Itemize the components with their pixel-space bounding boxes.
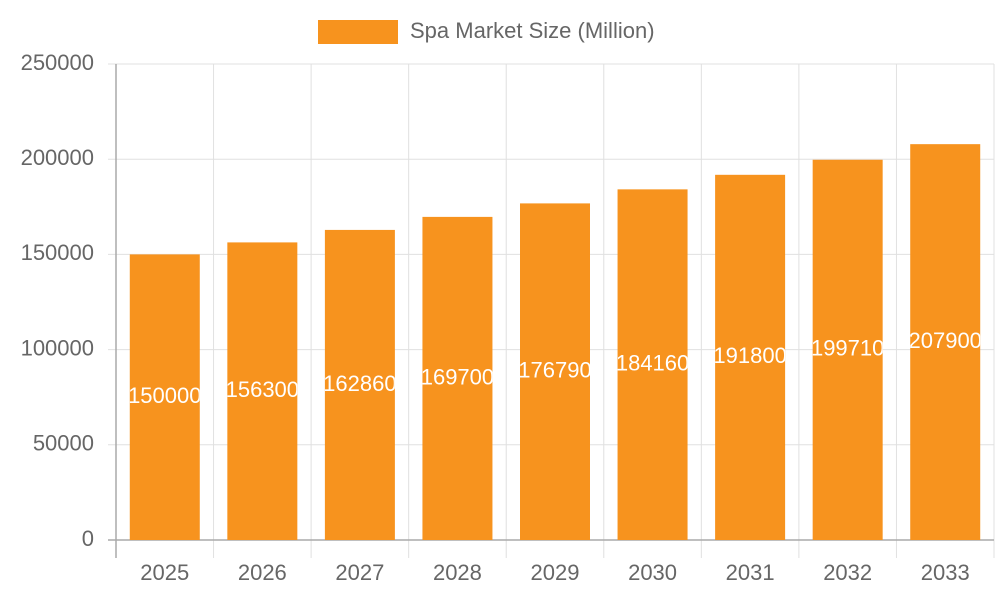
x-tick-label: 2033 xyxy=(921,560,970,585)
bar xyxy=(910,144,981,541)
data-label: 150000 xyxy=(128,383,201,408)
data-label: 156300 xyxy=(226,377,299,402)
legend-label: Spa Market Size (Million) xyxy=(410,18,655,43)
x-tick-label: 2032 xyxy=(823,560,872,585)
x-tick-label: 2027 xyxy=(335,560,384,585)
x-tick-label: 2029 xyxy=(531,560,580,585)
bar xyxy=(617,189,688,540)
bar xyxy=(227,242,298,541)
y-tick-label: 50000 xyxy=(33,431,94,456)
bar xyxy=(324,229,395,541)
data-label: 169700 xyxy=(421,364,494,389)
data-label: 162860 xyxy=(323,371,396,396)
data-label: 199710 xyxy=(811,336,884,361)
x-tick-label: 2028 xyxy=(433,560,482,585)
bar xyxy=(422,216,493,540)
x-tick-label: 2026 xyxy=(238,560,287,585)
x-tick-label: 2025 xyxy=(140,560,189,585)
data-label: 184160 xyxy=(616,350,689,375)
bar xyxy=(129,254,200,540)
data-label: 191800 xyxy=(713,343,786,368)
y-tick-label: 0 xyxy=(82,526,94,551)
y-tick-label: 250000 xyxy=(21,50,94,75)
y-tick-label: 150000 xyxy=(21,240,94,265)
x-tick-label: 2030 xyxy=(628,560,677,585)
bar xyxy=(715,174,786,540)
bar xyxy=(520,203,590,540)
y-tick-label: 100000 xyxy=(21,335,94,360)
data-label: 176790 xyxy=(518,358,591,383)
legend-swatch xyxy=(318,20,398,44)
y-tick-label: 200000 xyxy=(21,145,94,170)
data-label: 207900 xyxy=(909,328,982,353)
x-tick-label: 2031 xyxy=(726,560,775,585)
bar xyxy=(812,159,883,540)
